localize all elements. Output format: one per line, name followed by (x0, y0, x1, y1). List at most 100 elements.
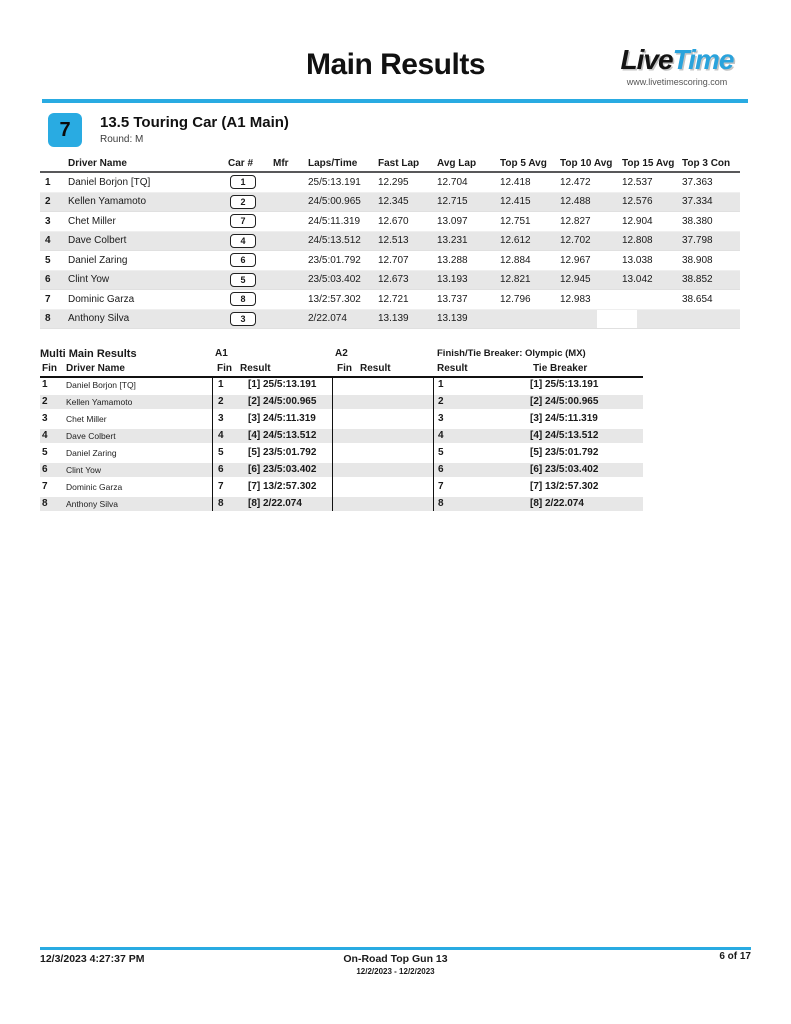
top5-avg-cell: 12.418 (500, 176, 531, 188)
finish-result-cell: 4 (438, 430, 444, 441)
laps-time-cell: 24/5:13.512 (308, 235, 361, 247)
a2-fin-cell (332, 497, 360, 511)
multi-main-row: 1 Daniel Borjon [TQ] 1 [1] 25/5:13.191 1 [1] … (40, 378, 643, 392)
main-results-body: 1 Daniel Borjon [TQ] 1 25/5:13.191 12.295 12.… (40, 173, 740, 329)
fast-lap-cell: 12.673 (378, 274, 409, 286)
driver-name-cell: Daniel Borjon [TQ] (66, 380, 136, 390)
tie-breaker-cell: [4] 24/5:13.512 (530, 430, 599, 441)
laps-time-cell: 24/5:00.965 (308, 196, 361, 208)
main-results-table: Driver Name Car # Mfr Laps/Time Fast Lap… (40, 158, 740, 329)
car-number-cell: 6 (228, 253, 273, 268)
race-number-badge: 7 (48, 113, 82, 147)
top15-avg-cell: 12.904 (622, 215, 653, 227)
header-a2-fin: Fin (337, 363, 352, 374)
car-number-cell: 2 (228, 194, 273, 209)
top5-avg-cell: 12.751 (500, 215, 531, 227)
round-label: Round: M (100, 134, 144, 145)
footer-divider-rule (40, 947, 751, 950)
a1-result-cell: [8] 2/22.074 (248, 498, 302, 509)
laps-time-cell: 25/5:13.191 (308, 176, 361, 188)
top3-con-cell: 38.852 (682, 274, 713, 286)
finish-result-cell: 2 (438, 396, 444, 407)
top5-avg-cell: 12.415 (500, 196, 531, 208)
top5-avg-cell: 12.821 (500, 274, 531, 286)
driver-name-cell: Daniel Borjon [TQ] (68, 176, 151, 188)
avg-lap-cell: 13.139 (437, 313, 468, 325)
driver-name-cell: Clint Yow (66, 465, 101, 475)
a2-result-cell (360, 378, 433, 392)
car-number-badge: 2 (230, 194, 256, 209)
car-number-cell: 1 (228, 175, 273, 190)
a1-result-cell: [6] 23/5:03.402 (248, 464, 317, 475)
position-cell: 3 (45, 215, 51, 227)
driver-name-cell: Kellen Yamamoto (66, 397, 133, 407)
car-number-badge: 5 (230, 272, 256, 287)
header-divider-rule (42, 99, 748, 103)
car-number-cell: 4 (228, 233, 273, 248)
header-top10-avg: Top 10 Avg (560, 158, 613, 169)
position-cell: 6 (45, 274, 51, 286)
finish-result-cell: 8 (438, 498, 444, 509)
position-cell: 1 (45, 176, 51, 188)
tie-breaker-cell: [6] 23/5:03.402 (530, 464, 599, 475)
fast-lap-cell: 13.139 (378, 313, 409, 325)
event-name: On-Road Top Gun 13 (343, 953, 448, 965)
header-laps-time: Laps/Time (308, 158, 358, 169)
top3-con-cell: 37.363 (682, 176, 713, 188)
header-fin: Fin (42, 363, 57, 374)
finish-position-cell: 7 (42, 481, 48, 492)
driver-name-cell: Kellen Yamamoto (68, 196, 147, 208)
a2-fin-cell (332, 429, 360, 443)
section-a2-label: A2 (335, 348, 348, 359)
top3-con-cell: 38.654 (682, 293, 713, 305)
top15-avg-cell: 13.038 (622, 254, 653, 266)
header-driver-name: Driver Name (66, 363, 125, 374)
top5-avg-cell: 12.796 (500, 293, 531, 305)
fast-lap-cell: 12.707 (378, 254, 409, 266)
top10-avg-cell: 12.472 (560, 176, 591, 188)
a1-section-divider (212, 378, 213, 511)
result-row: 5 Daniel Zaring 6 23/5:01.792 12.707 13.288 12… (40, 251, 740, 271)
car-number-cell: 3 (228, 311, 273, 326)
top10-avg-cell: 12.827 (560, 215, 591, 227)
livetime-logo-text: LiveTime (597, 44, 757, 76)
a1-fin-cell: 1 (218, 379, 224, 390)
top10-avg-cell: 12.488 (560, 196, 591, 208)
tie-breaker-cell: [1] 25/5:13.191 (530, 379, 599, 390)
fast-lap-cell: 12.513 (378, 235, 409, 247)
a2-fin-cell (332, 463, 360, 477)
multi-main-row: 7 Dominic Garza 7 [7] 13/2:57.302 7 [7] 13/2:… (40, 480, 643, 494)
livetime-logo: LiveTime www.livetimescoring.com (597, 44, 757, 87)
finish-position-cell: 5 (42, 447, 48, 458)
event-dates: 12/2/2023 - 12/2/2023 (356, 967, 435, 976)
driver-name-cell: Dominic Garza (66, 482, 123, 492)
page-title: Main Results (305, 48, 486, 81)
finish-result-cell: 3 (438, 413, 444, 424)
result-row: 8 Anthony Silva 3 2/22.074 13.139 13.139 (40, 309, 740, 329)
empty-cell-gap (597, 309, 637, 328)
a1-fin-cell: 4 (218, 430, 224, 441)
finish-position-cell: 4 (42, 430, 48, 441)
driver-name-cell: Anthony Silva (66, 499, 118, 509)
a1-result-cell: [4] 24/5:13.512 (248, 430, 317, 441)
avg-lap-cell: 13.231 (437, 235, 468, 247)
top3-con-cell: 38.380 (682, 215, 713, 227)
header-avg-lap: Avg Lap (437, 158, 477, 169)
fast-lap-cell: 12.295 (378, 176, 409, 188)
result-row: 7 Dominic Garza 8 13/2:57.302 12.721 13.737 12… (40, 290, 740, 310)
car-number-badge: 8 (230, 292, 256, 307)
a1-result-cell: [5] 23/5:01.792 (248, 447, 317, 458)
avg-lap-cell: 13.737 (437, 293, 468, 305)
driver-name-cell: Daniel Zaring (66, 448, 117, 458)
driver-name-cell: Dave Colbert (68, 235, 127, 247)
logo-time-text: Time (672, 44, 735, 75)
header-a1-fin: Fin (217, 363, 232, 374)
multi-main-body: 1 Daniel Borjon [TQ] 1 [1] 25/5:13.191 1 [1] … (40, 378, 643, 511)
a2-result-cell (360, 497, 433, 511)
print-timestamp: 12/3/2023 4:27:37 PM (40, 953, 145, 965)
multi-main-header-row: Fin Driver Name Fin Result Fin Result Re… (40, 363, 643, 378)
driver-name-cell: Clint Yow (68, 274, 110, 286)
result-row: 6 Clint Yow 5 23/5:03.402 12.673 13.193 12.821… (40, 270, 740, 290)
car-number-badge: 1 (230, 175, 256, 190)
top5-avg-cell: 12.612 (500, 235, 531, 247)
